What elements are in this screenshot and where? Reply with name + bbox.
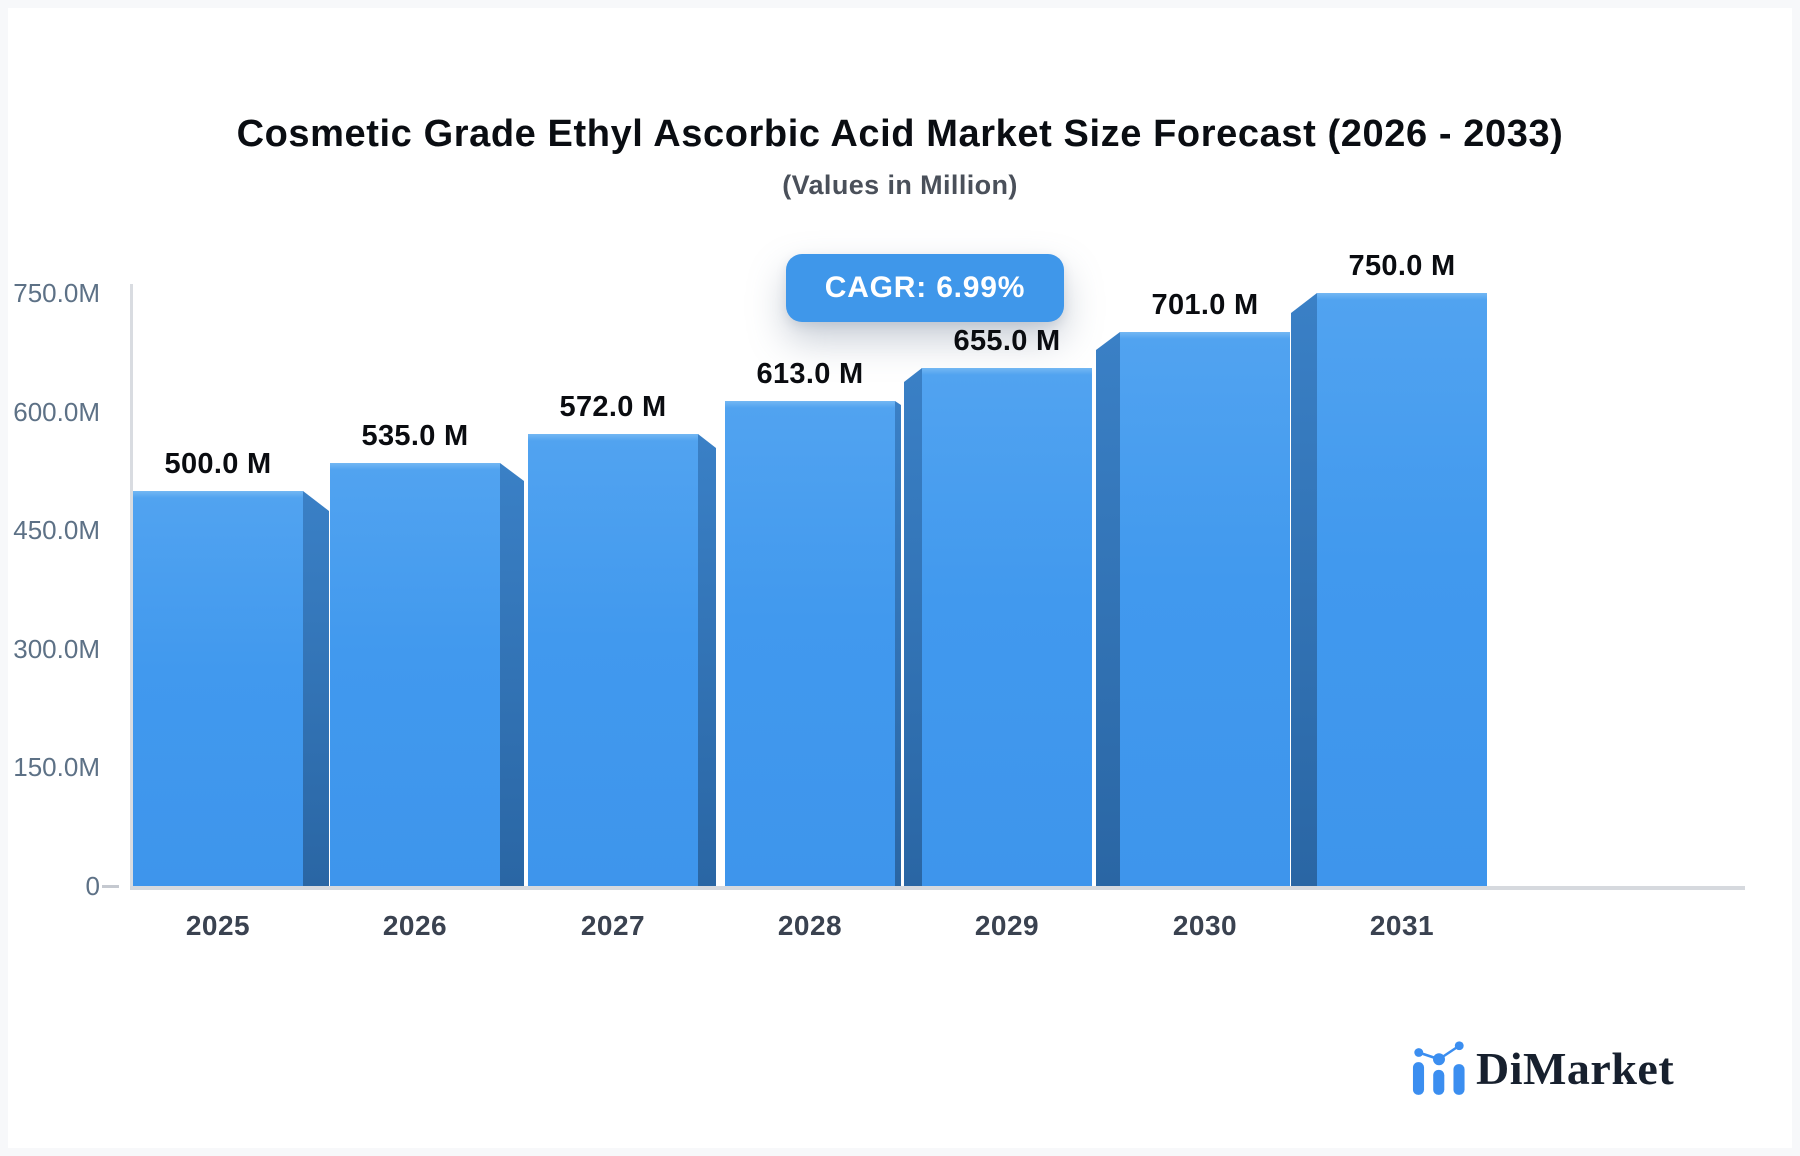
bar-2031 <box>1317 293 1487 886</box>
bar-3d-side <box>698 434 716 886</box>
y-axis-tick-label: 0 <box>85 871 100 901</box>
x-axis-line <box>130 886 1745 890</box>
chart-title: Cosmetic Grade Ethyl Ascorbic Acid Marke… <box>236 113 1564 155</box>
x-axis-label-2026: 2026 <box>382 910 448 941</box>
chart-subtitle: (Values in Million) <box>782 170 1018 200</box>
cagr-badge: CAGR: 6.99% <box>786 254 1064 322</box>
bar-2030 <box>1120 332 1290 886</box>
bar-2029 <box>922 368 1092 886</box>
bar-3d-side <box>1291 293 1317 886</box>
x-axis-label-2027: 2027 <box>580 910 646 941</box>
bar-2026 <box>330 463 500 886</box>
bar-value-label: 572.0 M <box>559 391 667 423</box>
y-axis-tick-label: 450.0M <box>13 515 100 546</box>
bar-2028 <box>725 401 895 886</box>
bar-3d-side <box>303 491 329 886</box>
bar-3d-side <box>895 401 901 886</box>
bar-value-label: 500.0 M <box>164 448 272 480</box>
y-axis-tick-label: 750.0M <box>13 277 100 308</box>
plot-area: 0 150.0M 300.0M 450.0M 600.0M 750.0M 500.0 M 5… <box>13 246 1745 941</box>
y-axis-tick-label: 300.0M <box>13 633 100 664</box>
bar-2027 <box>528 434 698 886</box>
x-axis-label-2025: 2025 <box>185 910 251 941</box>
bar-value-label: 535.0 M <box>361 420 469 452</box>
x-axis-label-2030: 2030 <box>1172 910 1238 941</box>
chart-card: Cosmetic Grade Ethyl Ascorbic Acid Marke… <box>8 8 1792 1148</box>
bar-value-label: 655.0 M <box>953 325 1061 357</box>
y-axis-tick-label: 150.0M <box>13 752 100 783</box>
bar-3d-side <box>500 463 524 886</box>
bar-line-chart-icon <box>1412 1041 1465 1095</box>
bar-3d-side <box>904 368 922 886</box>
bar-value-label: 750.0 M <box>1348 250 1456 282</box>
cagr-badge-label: CAGR: 6.99% <box>824 271 1026 304</box>
x-axis-label-2029: 2029 <box>974 910 1040 941</box>
x-axis-label-2031: 2031 <box>1369 910 1435 941</box>
brand-logo: DiMarket <box>1412 1034 1674 1096</box>
y-axis-tick-label: 600.0M <box>13 396 100 427</box>
zero-tick-mark <box>102 885 119 888</box>
brand-name: DiMarket <box>1476 1043 1675 1094</box>
y-axis-line <box>130 284 133 886</box>
bar-2025 <box>133 491 303 886</box>
bar-3d-side <box>1096 332 1120 886</box>
bar-value-label: 701.0 M <box>1151 289 1259 321</box>
bar-value-label: 613.0 M <box>756 358 864 390</box>
x-axis-label-2028: 2028 <box>777 910 843 941</box>
